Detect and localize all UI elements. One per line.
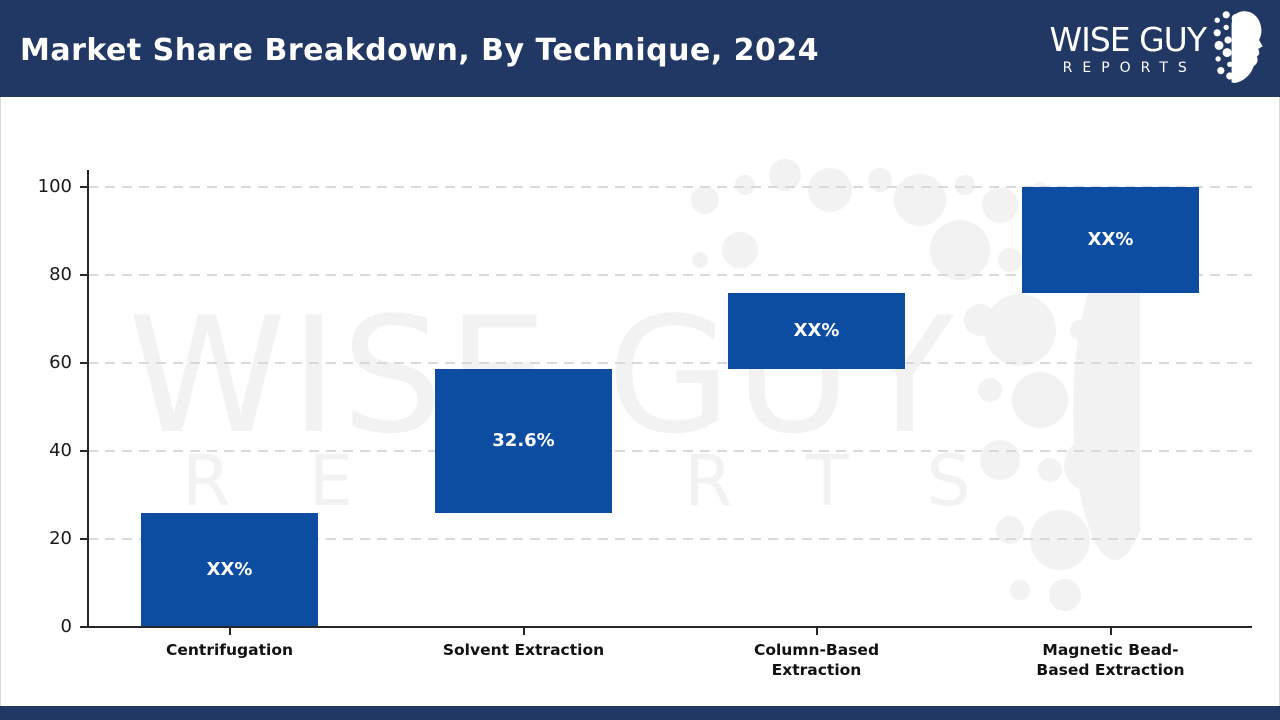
y-tick-mark [80,186,88,188]
brand-logo-name: WISE GUY [1049,20,1207,59]
waterfall-bar: XX% [1022,187,1199,293]
x-category-label: Magnetic Bead- Based Extraction [1036,641,1185,679]
y-tick-label: 60 [49,352,72,373]
bar-value-label: 32.6% [492,430,555,452]
y-tick-mark [80,274,88,276]
brand-head-icon [1213,11,1263,83]
footer-band [0,706,1280,720]
x-category-label: Centrifugation [165,641,294,659]
y-tick-label: 40 [49,440,72,461]
header-band: Market Share Breakdown, By Technique, 20… [0,0,1280,97]
y-tick-mark [80,626,88,628]
y-gridline [88,274,1252,276]
x-tick-mark [1109,628,1112,635]
bar-value-label: XX% [206,559,253,581]
y-tick-label: 100 [37,176,72,197]
chart-title: Market Share Breakdown, By Technique, 20… [20,33,820,68]
y-tick-mark [80,362,88,364]
y-tick-label: 20 [49,528,72,549]
x-tick-mark [522,628,525,635]
watermark-head-dots-icon [691,159,1140,611]
y-tick-label: 0 [60,616,72,637]
x-category-label: Column-Based Extraction [753,641,880,679]
brand-logo-tagline: REPORTS [1062,60,1197,76]
y-gridline [88,538,1252,540]
y-axis-line [87,170,89,628]
x-tick-mark [228,628,231,635]
brand-logo: WISE GUY REPORTS [1049,6,1264,92]
x-tick-mark [815,628,818,635]
bar-value-label: XX% [793,320,840,342]
waterfall-bar: 32.6% [435,369,612,513]
x-axis-line [88,626,1252,628]
y-tick-mark [80,450,88,452]
y-gridline [88,450,1252,452]
bar-value-label: XX% [1087,229,1134,251]
y-gridline [88,186,1252,188]
y-tick-label: 80 [49,264,72,285]
y-tick-mark [80,538,88,540]
x-category-label: Solvent Extraction [442,641,605,659]
y-gridline [88,362,1252,364]
waterfall-bar: XX% [141,512,318,627]
waterfall-bar: XX% [728,292,905,370]
page-border-left [0,97,1,706]
